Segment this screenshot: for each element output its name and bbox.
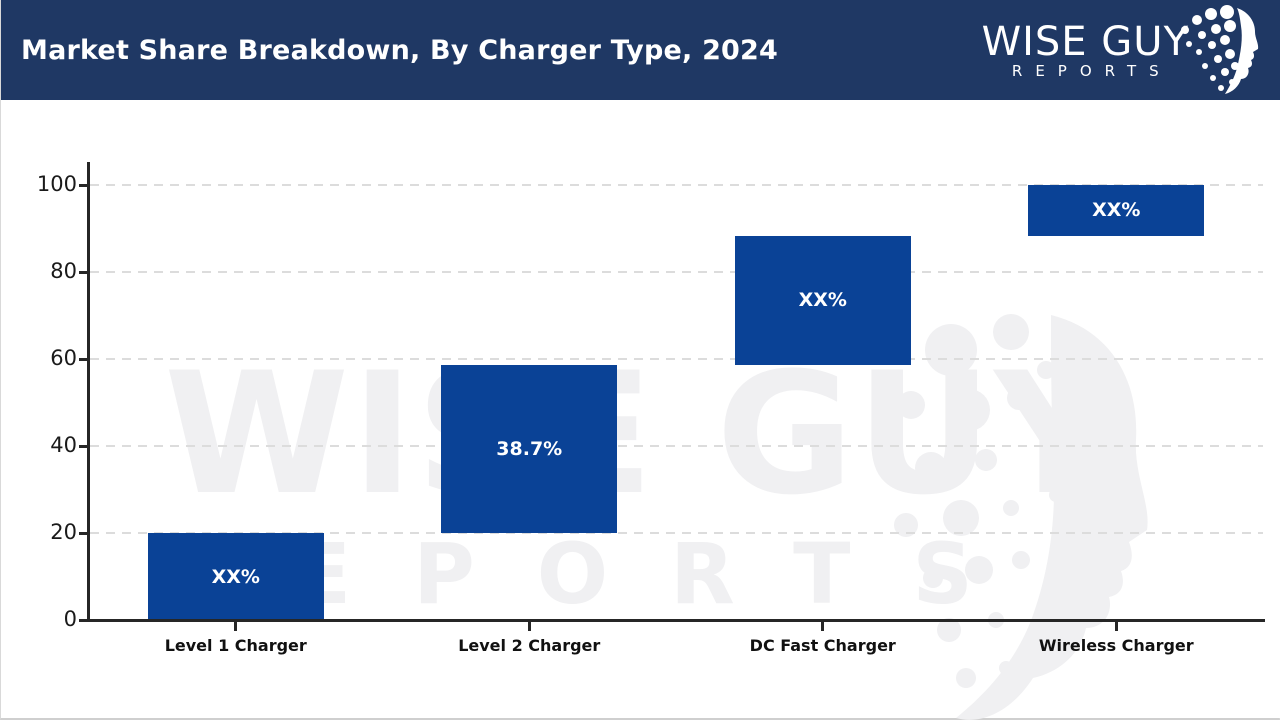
y-tick-mark [79,271,88,274]
bar-value-label: XX% [211,565,260,588]
bar-value-label: XX% [1092,199,1141,222]
x-tick-mark [527,622,531,631]
brand-subname: REPORTS [1011,61,1172,80]
x-axis-line [87,619,1265,622]
waterfall-chart: WISE GUY REPORTS 0 20 40 60 80 100 XX% Level 1 … [1,100,1280,720]
gridline [90,445,1263,447]
x-tick-label: Level 2 Charger [458,636,601,655]
x-tick-label: DC Fast Charger [749,636,896,655]
y-tick-label: 60 [50,346,77,370]
y-tick-mark [79,619,88,622]
bar-value-label: XX% [798,289,847,312]
y-tick-mark [79,445,88,448]
x-tick-mark [821,622,825,631]
y-tick-label: 40 [50,433,77,457]
y-tick-label: 0 [63,607,77,631]
page-title: Market Share Breakdown, By Charger Type,… [21,34,779,66]
brand-name: WISE GUY [981,18,1189,65]
head-silhouette-icon [1181,5,1259,94]
x-tick-mark [1114,622,1118,631]
bar-level-2-charger [441,364,618,533]
bar-dc-fast-charger [734,235,911,365]
watermark-head-dots [894,314,1148,720]
bar-level-1-charger [147,533,324,620]
x-tick-mark [234,622,238,631]
x-tick-label: Wireless Charger [1038,636,1194,655]
brand-logo: WISE GUY REPORTS [982,4,1261,96]
gridline [90,271,1263,273]
gridline [90,184,1263,186]
watermark-brand-text: WISE GUY [163,336,1119,532]
y-tick-mark [79,532,88,535]
y-axis-line [87,162,90,622]
gridline [90,358,1263,360]
y-tick-label: 80 [50,259,77,283]
gridline [90,532,1263,534]
bar-value-label: 38.7% [496,437,563,460]
y-tick-mark [79,184,88,187]
y-tick-mark [79,358,88,361]
y-tick-label: 100 [36,172,77,196]
brand-logo-text: WISE GUY REPORTS [982,22,1189,79]
bar-wireless-charger [1028,185,1205,236]
header-bar: Market Share Breakdown, By Charger Type,… [1,0,1280,100]
y-tick-label: 20 [50,520,77,544]
x-tick-label: Level 1 Charger [164,636,307,655]
